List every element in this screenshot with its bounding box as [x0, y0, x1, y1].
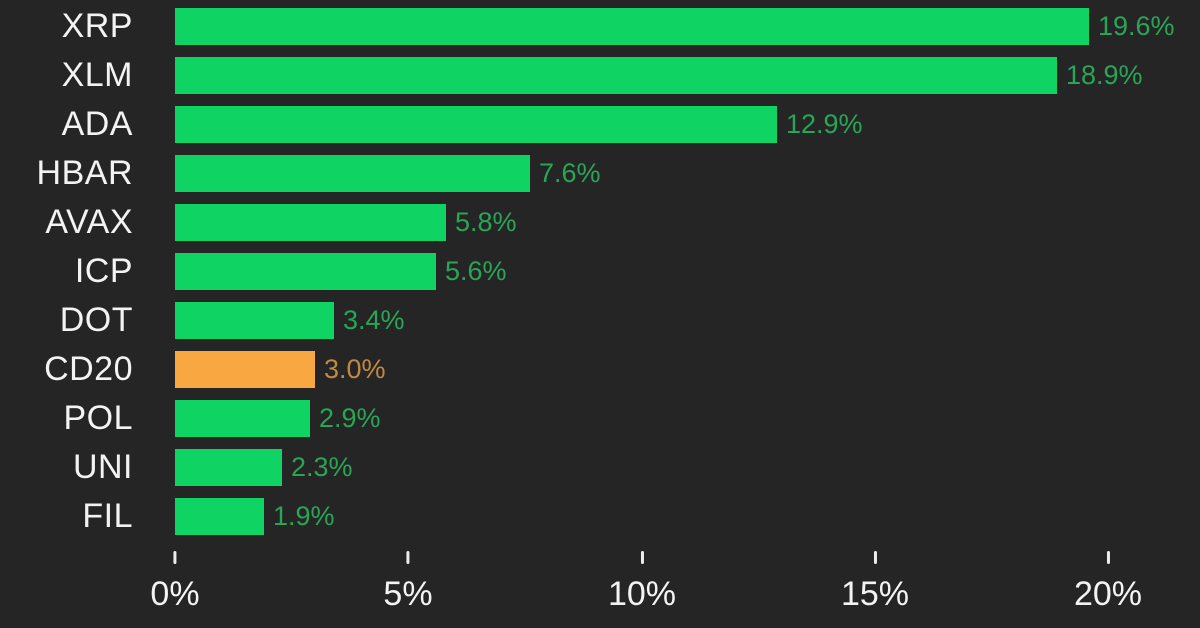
bar-track: 3.4% [175, 302, 1200, 339]
bar[interactable] [175, 155, 530, 192]
value-label: 5.6% [445, 256, 507, 286]
x-axis-tick: 10% [608, 551, 676, 613]
tick-mark [406, 551, 410, 564]
tick-label: 15% [840, 575, 910, 613]
category-label: FIL [82, 497, 133, 535]
value-label: 12.9% [786, 109, 863, 139]
bar-track: 5.6% [175, 253, 1200, 290]
value-label: 2.3% [291, 452, 353, 482]
category-label: CD20 [44, 350, 133, 388]
bar-track: 7.6% [175, 155, 1200, 192]
bar-row: POL 2.9% [0, 400, 1200, 437]
x-axis-tick: 0% [150, 551, 200, 613]
bar[interactable] [175, 8, 1089, 45]
category-label: POL [63, 399, 133, 437]
category-label: UNI [72, 448, 133, 486]
category-label: XRP [61, 7, 133, 45]
value-label: 7.6% [539, 158, 601, 188]
category-label: ADA [61, 105, 133, 143]
tick-mark [873, 551, 877, 564]
bar-row: CD20 3.0% [0, 351, 1200, 388]
bar-track: 1.9% [175, 498, 1200, 535]
value-label: 2.9% [319, 403, 381, 433]
bar-row: HBAR 7.6% [0, 155, 1200, 192]
category-label: AVAX [45, 203, 133, 241]
bar-track: 19.6% [175, 8, 1200, 45]
bar-track: 3.0% [175, 351, 1200, 388]
bar[interactable] [175, 498, 264, 535]
bar-row: ICP 5.6% [0, 253, 1200, 290]
bar[interactable] [175, 204, 446, 241]
tick-mark [1106, 551, 1110, 564]
tick-mark [173, 551, 177, 564]
bar-row: XLM 18.9% [0, 57, 1200, 94]
tick-label: 20% [1073, 575, 1143, 613]
bar[interactable] [175, 449, 282, 486]
bar[interactable] [175, 302, 334, 339]
bar[interactable] [175, 57, 1057, 94]
value-label: 18.9% [1066, 60, 1143, 90]
tick-label: 10% [607, 575, 677, 613]
bar[interactable] [175, 253, 436, 290]
category-label: ICP [74, 252, 133, 290]
tick-mark [640, 551, 644, 564]
bar-track: 18.9% [175, 57, 1200, 94]
x-axis-tick: 5% [383, 551, 433, 613]
tick-label: 0% [150, 575, 200, 613]
bar-track: 2.3% [175, 449, 1200, 486]
value-label: 3.0% [324, 354, 386, 384]
bar[interactable] [175, 400, 310, 437]
value-label: 19.6% [1098, 11, 1175, 41]
bar-row: XRP 19.6% [0, 8, 1200, 45]
bar-row: DOT 3.4% [0, 302, 1200, 339]
bar-track: 12.9% [175, 106, 1200, 143]
value-label: 5.8% [455, 207, 517, 237]
category-label: HBAR [36, 154, 133, 192]
bar-track: 5.8% [175, 204, 1200, 241]
x-axis-tick: 15% [841, 551, 909, 613]
bar-track: 2.9% [175, 400, 1200, 437]
category-label: DOT [59, 301, 133, 339]
category-label: XLM [61, 56, 133, 94]
bar-row: UNI 2.3% [0, 449, 1200, 486]
value-label: 3.4% [343, 305, 405, 335]
value-label: 1.9% [273, 501, 335, 531]
bar-rows: XRP 19.6% XLM 18.9% ADA 12.9% HBAR 7.6% AVAX 5.8%… [0, 8, 1200, 547]
bar-row: FIL 1.9% [0, 498, 1200, 535]
x-axis: 0% 5% 10% 15% 20% [150, 551, 1142, 628]
bar[interactable] [175, 106, 777, 143]
bar-highlighted[interactable] [175, 351, 315, 388]
bar-row: AVAX 5.8% [0, 204, 1200, 241]
tick-label: 5% [383, 575, 433, 613]
bar-row: ADA 12.9% [0, 106, 1200, 143]
x-axis-tick: 20% [1074, 551, 1142, 613]
